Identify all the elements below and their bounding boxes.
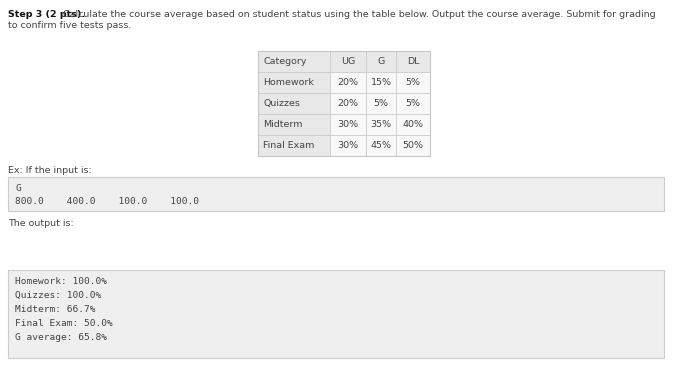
Bar: [330, 72, 366, 93]
Text: 35%: 35%: [371, 120, 392, 129]
Text: 45%: 45%: [371, 141, 392, 150]
Text: G: G: [15, 184, 21, 193]
Bar: [330, 114, 366, 135]
Bar: [396, 135, 430, 156]
Text: 5%: 5%: [406, 99, 421, 108]
Text: 20%: 20%: [338, 78, 359, 87]
Bar: [330, 51, 366, 72]
Text: Midterm: Midterm: [263, 120, 303, 129]
Text: 30%: 30%: [338, 120, 359, 129]
Text: 5%: 5%: [406, 78, 421, 87]
Bar: [330, 135, 366, 156]
Text: Step 3 (2 pts).: Step 3 (2 pts).: [8, 10, 85, 19]
Bar: [258, 51, 430, 156]
Text: Quizzes: Quizzes: [263, 99, 300, 108]
Text: Final Exam: Final Exam: [263, 141, 314, 150]
Bar: [8, 270, 664, 358]
Text: 40%: 40%: [402, 120, 423, 129]
Text: UG: UG: [341, 57, 355, 66]
Text: Homework: Homework: [263, 78, 314, 87]
Bar: [258, 51, 430, 72]
Bar: [258, 51, 330, 72]
Text: Midterm: 66.7%: Midterm: 66.7%: [15, 305, 96, 314]
Text: 5%: 5%: [373, 99, 388, 108]
Bar: [396, 93, 430, 114]
Text: to confirm five tests pass.: to confirm five tests pass.: [8, 21, 131, 30]
Bar: [258, 93, 330, 114]
Text: The output is:: The output is:: [8, 219, 73, 228]
Bar: [258, 114, 330, 135]
Bar: [258, 72, 330, 93]
Text: Calculate the course average based on student status using the table below. Outp: Calculate the course average based on st…: [60, 10, 656, 19]
Text: Quizzes: 100.0%: Quizzes: 100.0%: [15, 291, 101, 300]
Bar: [330, 93, 366, 114]
Bar: [366, 114, 396, 135]
Bar: [258, 135, 330, 156]
Text: G: G: [377, 57, 385, 66]
Bar: [366, 93, 396, 114]
Bar: [396, 72, 430, 93]
Bar: [366, 51, 396, 72]
Text: Category: Category: [263, 57, 307, 66]
Text: Ex: If the input is:: Ex: If the input is:: [8, 166, 92, 175]
Bar: [396, 114, 430, 135]
Text: Final Exam: 50.0%: Final Exam: 50.0%: [15, 319, 113, 328]
Text: G average: 65.8%: G average: 65.8%: [15, 333, 107, 342]
Text: 800.0    400.0    100.0    100.0: 800.0 400.0 100.0 100.0: [15, 197, 199, 206]
Text: 20%: 20%: [338, 99, 359, 108]
Text: Homework: 100.0%: Homework: 100.0%: [15, 277, 107, 286]
Text: DL: DL: [406, 57, 419, 66]
Bar: [366, 72, 396, 93]
Text: 50%: 50%: [402, 141, 423, 150]
Bar: [396, 51, 430, 72]
Bar: [8, 177, 664, 211]
Text: 15%: 15%: [371, 78, 392, 87]
Text: 30%: 30%: [338, 141, 359, 150]
Bar: [366, 135, 396, 156]
